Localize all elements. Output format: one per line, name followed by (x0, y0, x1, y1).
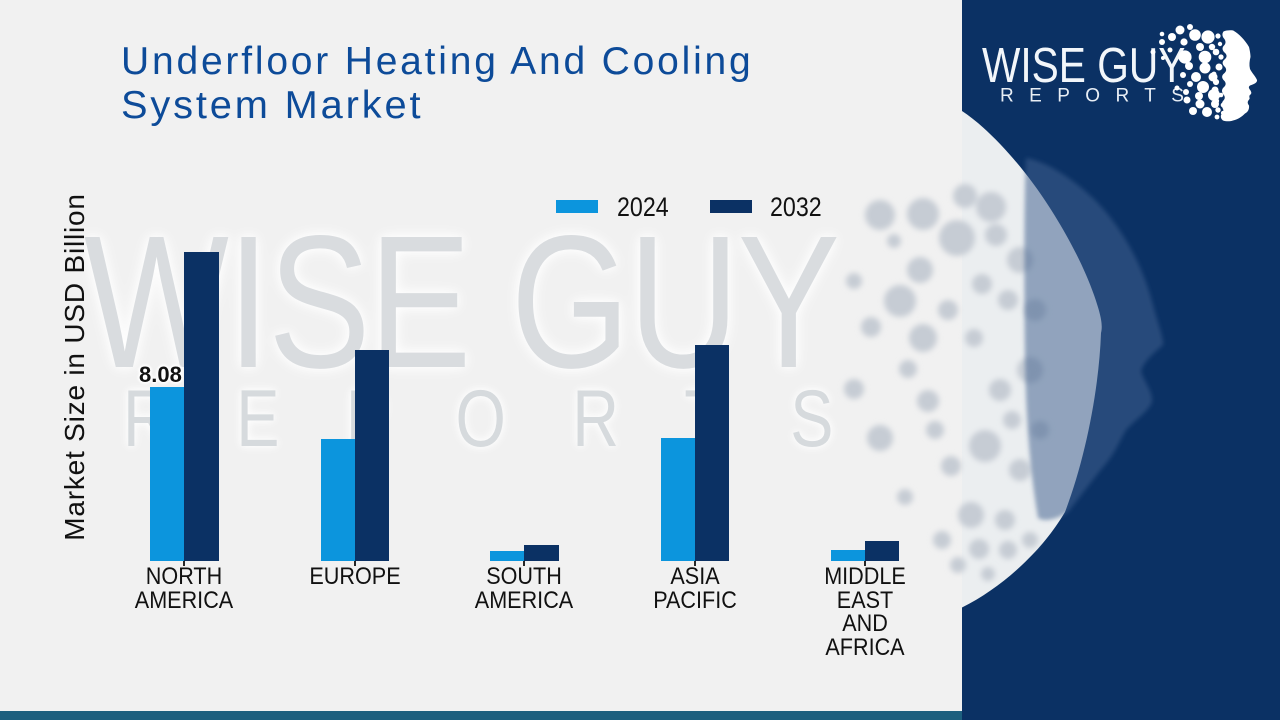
svg-text:WISE GUY: WISE GUY (982, 37, 1185, 92)
svg-text:REPORTS: REPORTS (1000, 86, 1199, 107)
